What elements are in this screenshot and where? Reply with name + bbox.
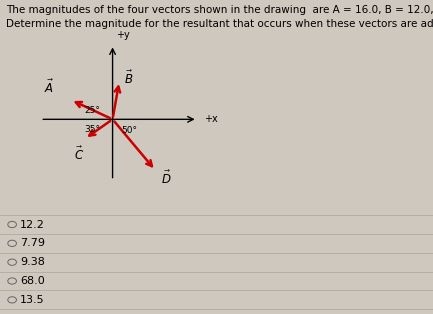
Text: Determine the magnitude for the resultant that occurs when these vectors are add: Determine the magnitude for the resultan…: [6, 19, 433, 29]
Text: +y: +y: [116, 30, 130, 40]
Text: 68.0: 68.0: [20, 276, 45, 286]
Text: $\vec{A}$: $\vec{A}$: [44, 79, 54, 96]
Text: $\vec{C}$: $\vec{C}$: [74, 146, 84, 163]
Text: The magnitudes of the four vectors shown in the drawing  are A = 16.0, B = 12.0,: The magnitudes of the four vectors shown…: [6, 5, 433, 15]
Text: 12.2: 12.2: [20, 219, 45, 230]
Text: 25°: 25°: [84, 106, 100, 115]
Text: 35°: 35°: [84, 125, 100, 133]
Text: 50°: 50°: [122, 126, 138, 135]
Text: 7.79: 7.79: [20, 238, 45, 248]
Text: $\vec{D}$: $\vec{D}$: [161, 171, 171, 187]
Text: +x: +x: [204, 114, 217, 124]
Text: $\vec{B}$: $\vec{B}$: [124, 70, 134, 87]
Text: 9.38: 9.38: [20, 257, 45, 267]
Text: 13.5: 13.5: [20, 295, 45, 305]
